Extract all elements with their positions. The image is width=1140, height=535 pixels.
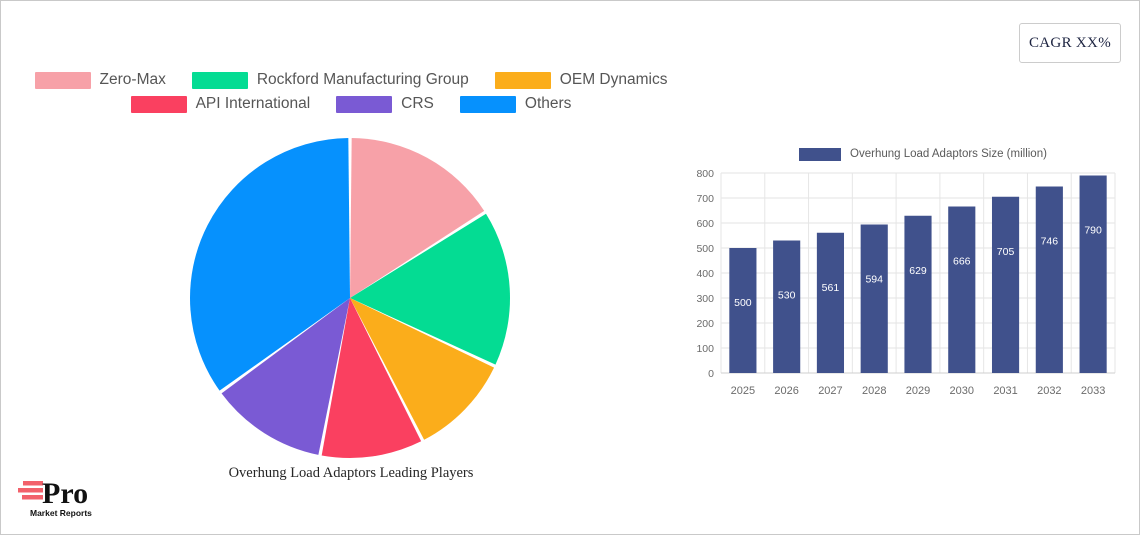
legend-label: OEM Dynamics <box>559 71 668 88</box>
legend-swatch-icon <box>191 71 248 89</box>
bar-chart[interactable]: Overhung Load Adaptors Size (million) 0 1… <box>683 143 1123 411</box>
legend-item-rockford-manufacturing-group[interactable]: Rockford Manufacturing Group <box>191 71 469 89</box>
legend-label: Rockford Manufacturing Group <box>256 71 469 88</box>
bar[interactable] <box>773 240 801 374</box>
legend-item-crs[interactable]: CRS <box>336 95 434 113</box>
legend-item-others[interactable]: Others <box>459 95 572 113</box>
pie-slice[interactable] <box>350 298 495 440</box>
logo-tagline: Market Reports <box>30 508 92 518</box>
logo-accent-bar <box>23 481 43 486</box>
legend-item-oem-dynamics[interactable]: OEM Dynamics <box>494 71 668 89</box>
bar-value-label: 705 <box>997 246 1015 258</box>
legend-label: API International <box>195 95 311 112</box>
bar[interactable] <box>860 224 888 374</box>
legend-label: Zero-Max <box>99 71 166 88</box>
logo-accent-bar <box>22 495 43 500</box>
legend-swatch-icon <box>130 95 187 113</box>
pie-slice[interactable] <box>350 138 485 298</box>
bar[interactable] <box>729 248 757 373</box>
legend-item-api-international[interactable]: API International <box>130 95 311 113</box>
logo-wordmark: Pro <box>42 477 88 510</box>
y-axis-tick-label: 700 <box>696 193 714 205</box>
y-axis-tick-label: 100 <box>696 343 714 355</box>
y-axis-tick-label: 400 <box>696 268 714 280</box>
bar-chart-svg: 0 100 200 300 400 500 600 700 800 500 2025 530 2026 5… <box>696 168 1116 397</box>
legend-label: Others <box>524 95 572 112</box>
legend-swatch-icon <box>799 147 842 161</box>
bar-value-label: 746 <box>1041 236 1059 248</box>
pie-legend-row-1: Zero-Max Rockford Manufacturing Group OE… <box>1 71 701 89</box>
logo-accent-bar <box>18 488 43 493</box>
y-axis-tick-label: 200 <box>696 318 714 330</box>
y-axis-tick-label: 600 <box>696 218 714 230</box>
x-axis-tick-label: 2031 <box>993 385 1017 397</box>
bar[interactable] <box>1079 175 1107 374</box>
y-axis-tick-label: 500 <box>696 243 714 255</box>
bar-chart-legend[interactable]: Overhung Load Adaptors Size (million) <box>683 143 1123 165</box>
y-axis-tick-label: 800 <box>696 168 714 180</box>
pie-chart-svg <box>190 138 510 458</box>
bar[interactable] <box>1035 186 1063 374</box>
pie-legend-row-2: API International CRS Others <box>1 95 701 113</box>
x-axis-tick-label: 2028 <box>862 385 886 397</box>
bar[interactable] <box>948 206 976 374</box>
bar-value-label: 629 <box>909 265 927 277</box>
legend-swatch-icon <box>459 95 516 113</box>
x-axis-tick-label: 2030 <box>950 385 974 397</box>
bar-value-label: 790 <box>1084 225 1102 237</box>
pie-slice[interactable] <box>221 298 350 455</box>
cagr-badge: CAGR XX% <box>1019 23 1121 63</box>
pro-market-reports-logo: Pro Market Reports <box>15 473 107 521</box>
bar-chart-legend-label: Overhung Load Adaptors Size (million) <box>850 148 1047 160</box>
pie-slice[interactable] <box>190 138 350 391</box>
pie-slice[interactable] <box>321 298 422 458</box>
bar[interactable] <box>816 232 845 373</box>
x-axis-tick-label: 2033 <box>1081 385 1105 397</box>
x-axis-tick-label: 2027 <box>818 385 842 397</box>
bar-value-label: 666 <box>953 256 971 268</box>
x-axis-tick-label: 2029 <box>906 385 930 397</box>
bar-value-label: 500 <box>734 297 752 309</box>
x-axis-tick-label: 2026 <box>774 385 798 397</box>
legend-swatch-icon <box>336 95 393 113</box>
legend-swatch-icon <box>494 71 551 89</box>
bar-value-label: 561 <box>822 282 840 294</box>
pie-legend: Zero-Max Rockford Manufacturing Group OE… <box>1 71 701 119</box>
bar[interactable] <box>991 196 1020 373</box>
pie-chart[interactable] <box>189 137 511 459</box>
pie-chart-title: Overhung Load Adaptors Leading Players <box>228 465 474 481</box>
cagr-badge-label: CAGR XX% <box>1029 34 1111 51</box>
bar-value-label: 594 <box>865 274 883 286</box>
bar-value-label: 530 <box>778 290 796 302</box>
legend-swatch-icon <box>34 71 91 89</box>
x-axis-tick-label: 2032 <box>1037 385 1061 397</box>
legend-label: CRS <box>401 95 434 112</box>
bar[interactable] <box>904 215 932 373</box>
pie-slice[interactable] <box>350 213 510 365</box>
legend-item-zero-max[interactable]: Zero-Max <box>34 71 166 89</box>
y-axis-tick-label: 300 <box>696 293 714 305</box>
y-axis-tick-label: 0 <box>708 368 714 380</box>
x-axis-tick-label: 2025 <box>731 385 755 397</box>
